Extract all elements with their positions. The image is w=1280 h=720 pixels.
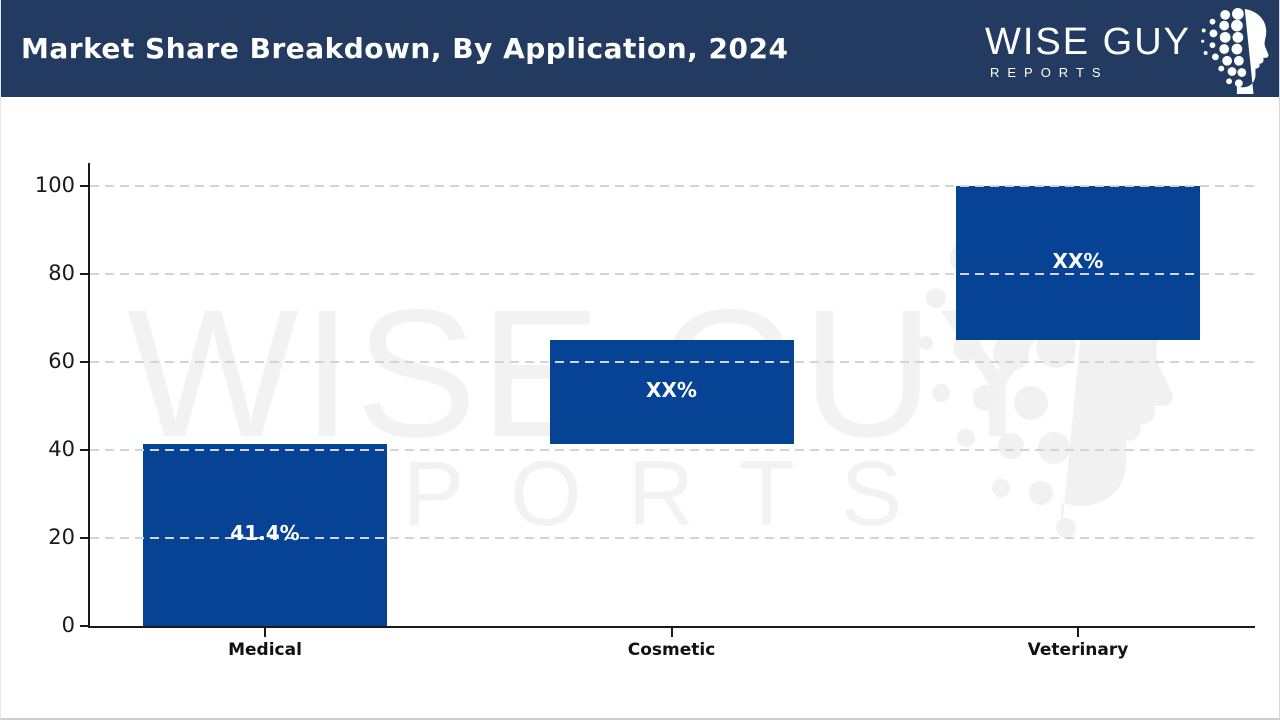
- bar-medical: [143, 443, 387, 626]
- y-tick-label: 80: [48, 261, 75, 285]
- x-category-label: Veterinary: [1027, 640, 1129, 660]
- brand-logo-text: WISE GUY REPORTS: [985, 23, 1191, 80]
- gridline-100: [90, 185, 1254, 187]
- y-tick-label: 100: [34, 173, 75, 197]
- header-banner: Market Share Breakdown, By Application, …: [1, 0, 1279, 97]
- x-tick-mark: [264, 628, 266, 637]
- logo-head-icon: [1201, 8, 1269, 94]
- x-axis-line: [88, 626, 1255, 628]
- x-tick-mark: [670, 628, 673, 637]
- x-tick-mark: [1077, 628, 1079, 637]
- x-category-label: Cosmetic: [627, 640, 716, 660]
- chart-title: Market Share Breakdown, By Application, …: [21, 32, 789, 65]
- y-tick-mark: [80, 361, 88, 363]
- brand-logo: WISE GUY REPORTS: [985, 8, 1271, 94]
- gridline-60: [90, 361, 1254, 363]
- bar-value-label: XX%: [646, 377, 697, 402]
- bar-value-label: XX%: [1052, 249, 1104, 273]
- bar-value-label: 41.4%: [230, 520, 300, 545]
- brand-name: WISE GUY: [984, 20, 1191, 63]
- bar-cosmetic: [549, 340, 794, 444]
- y-tick-label: 40: [48, 437, 75, 461]
- y-axis-line: [88, 163, 90, 628]
- x-category-label: Medical: [228, 640, 302, 660]
- y-tick-label: 20: [48, 525, 75, 549]
- y-tick-mark: [80, 273, 88, 275]
- y-tick-label: 0: [61, 613, 75, 637]
- brand-subname: REPORTS: [989, 64, 1109, 80]
- y-tick-mark: [80, 625, 88, 627]
- y-tick-mark: [80, 537, 88, 539]
- y-tick-label: 60: [48, 349, 75, 373]
- gridline-80: [90, 273, 1254, 275]
- gridline-40: [90, 449, 1254, 451]
- bar-veterinary: [956, 186, 1200, 340]
- gridline-20: [90, 537, 1254, 539]
- y-tick-mark: [80, 449, 88, 451]
- y-tick-mark: [80, 185, 88, 187]
